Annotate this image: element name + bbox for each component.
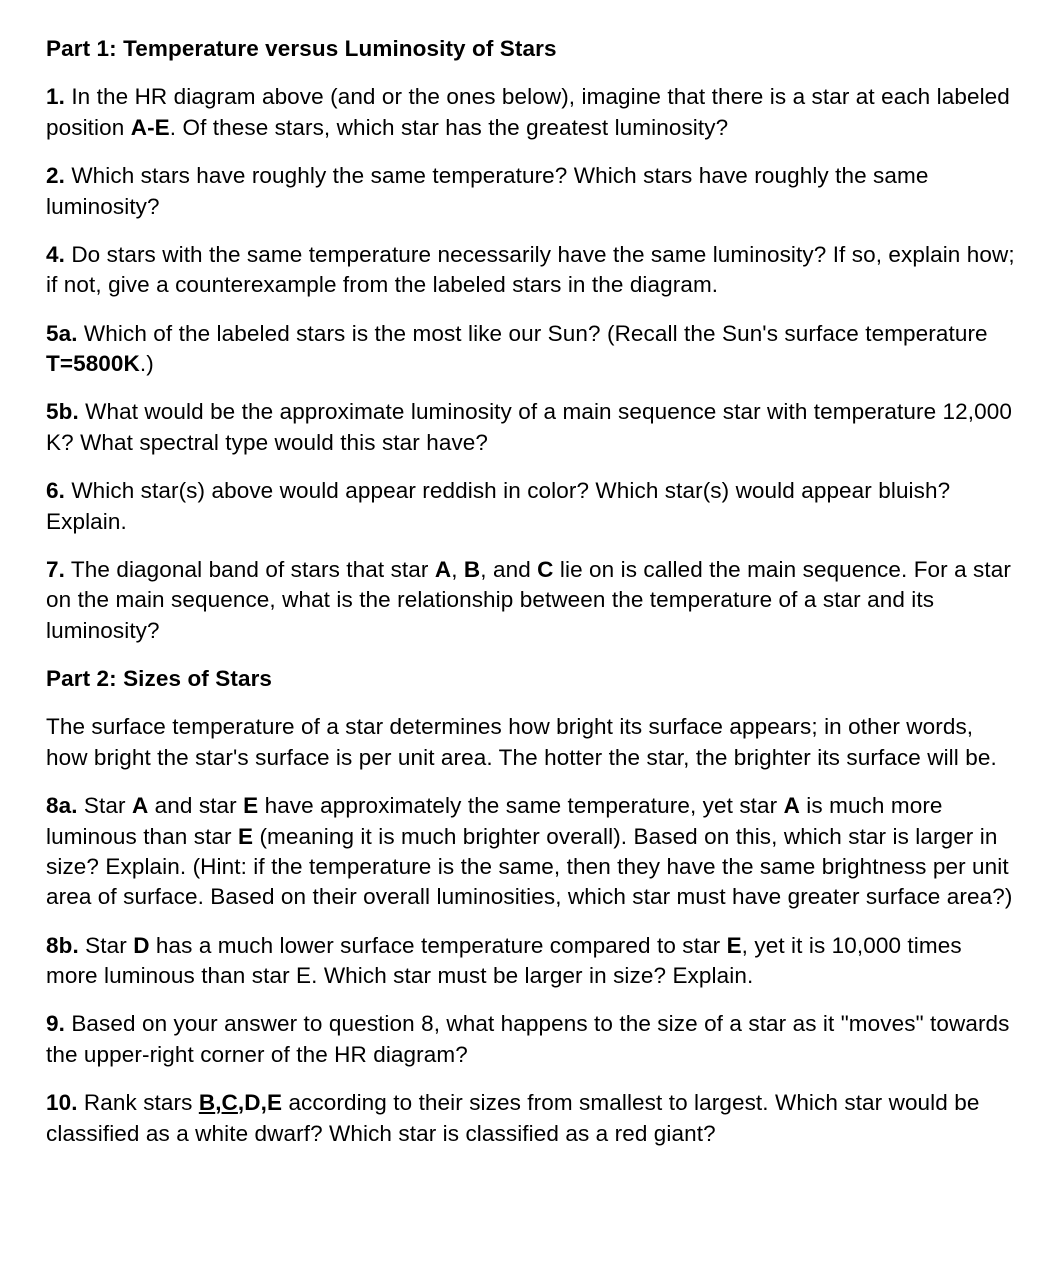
q1-label-AE: A-E bbox=[131, 115, 170, 140]
q1-text-2: . Of these stars, which star has the gre… bbox=[170, 115, 728, 140]
q6-number: 6. bbox=[46, 478, 65, 503]
q10-star-D: D bbox=[244, 1090, 260, 1115]
q5a-temp: T=5800K bbox=[46, 351, 140, 376]
q7-number: 7. bbox=[46, 557, 65, 582]
q7-label-B: B bbox=[464, 557, 480, 582]
question-4: 4. Do stars with the same temperature ne… bbox=[46, 240, 1018, 301]
question-5b: 5b. What would be the approximate lumino… bbox=[46, 397, 1018, 458]
q8a-star-A1: A bbox=[132, 793, 148, 818]
q7-comma-2: , and bbox=[480, 557, 537, 582]
question-1: 1. In the HR diagram above (and or the o… bbox=[46, 82, 1018, 143]
q4-number: 4. bbox=[46, 242, 65, 267]
part2-intro: The surface temperature of a star determ… bbox=[46, 712, 1018, 773]
q7-label-A: A bbox=[435, 557, 451, 582]
question-9: 9. Based on your answer to question 8, w… bbox=[46, 1009, 1018, 1070]
question-8a: 8a. Star A and star E have approximately… bbox=[46, 791, 1018, 913]
q2-text: Which stars have roughly the same temper… bbox=[46, 163, 928, 218]
q2-number: 2. bbox=[46, 163, 65, 188]
q8a-t1: Star bbox=[78, 793, 132, 818]
part1-heading: Part 1: Temperature versus Luminosity of… bbox=[46, 34, 1018, 64]
q10-number: 10. bbox=[46, 1090, 78, 1115]
q8b-star-E: E bbox=[727, 933, 742, 958]
q10-star-B: B bbox=[199, 1090, 215, 1115]
question-10: 10. Rank stars B,C,D,E according to thei… bbox=[46, 1088, 1018, 1149]
question-2: 2. Which stars have roughly the same tem… bbox=[46, 161, 1018, 222]
q5a-text-1: Which of the labeled stars is the most l… bbox=[78, 321, 988, 346]
q1-number: 1. bbox=[46, 84, 65, 109]
q8a-star-E2: E bbox=[238, 824, 253, 849]
question-5a: 5a. Which of the labeled stars is the mo… bbox=[46, 319, 1018, 380]
q10-t1: Rank stars bbox=[78, 1090, 199, 1115]
question-6: 6. Which star(s) above would appear redd… bbox=[46, 476, 1018, 537]
q4-text: Do stars with the same temperature neces… bbox=[46, 242, 1015, 297]
q9-text: Based on your answer to question 8, what… bbox=[46, 1011, 1010, 1066]
q10-star-E: E bbox=[267, 1090, 282, 1115]
q5a-number: 5a. bbox=[46, 321, 78, 346]
q5a-text-2: .) bbox=[140, 351, 154, 376]
q9-number: 9. bbox=[46, 1011, 65, 1036]
q8a-number: 8a. bbox=[46, 793, 78, 818]
q10-star-C: C bbox=[222, 1090, 238, 1115]
q8b-star-D: D bbox=[133, 933, 149, 958]
q8a-star-A2: A bbox=[784, 793, 800, 818]
q8a-t3: have approximately the same temperature,… bbox=[258, 793, 783, 818]
q7-label-C: C bbox=[537, 557, 553, 582]
q7-text-1: The diagonal band of stars that star bbox=[65, 557, 435, 582]
q8a-star-E1: E bbox=[243, 793, 258, 818]
part2-heading: Part 2: Sizes of Stars bbox=[46, 664, 1018, 694]
q7-comma-1: , bbox=[451, 557, 464, 582]
question-8b: 8b. Star D has a much lower surface temp… bbox=[46, 931, 1018, 992]
question-7: 7. The diagonal band of stars that star … bbox=[46, 555, 1018, 646]
q5b-text: What would be the approximate luminosity… bbox=[46, 399, 1012, 454]
q6-text: Which star(s) above would appear reddish… bbox=[46, 478, 950, 533]
q8b-t1: Star bbox=[79, 933, 133, 958]
q8a-t2: and star bbox=[148, 793, 243, 818]
q8b-t2: has a much lower surface temperature com… bbox=[150, 933, 727, 958]
q5b-number: 5b. bbox=[46, 399, 79, 424]
q8b-number: 8b. bbox=[46, 933, 79, 958]
